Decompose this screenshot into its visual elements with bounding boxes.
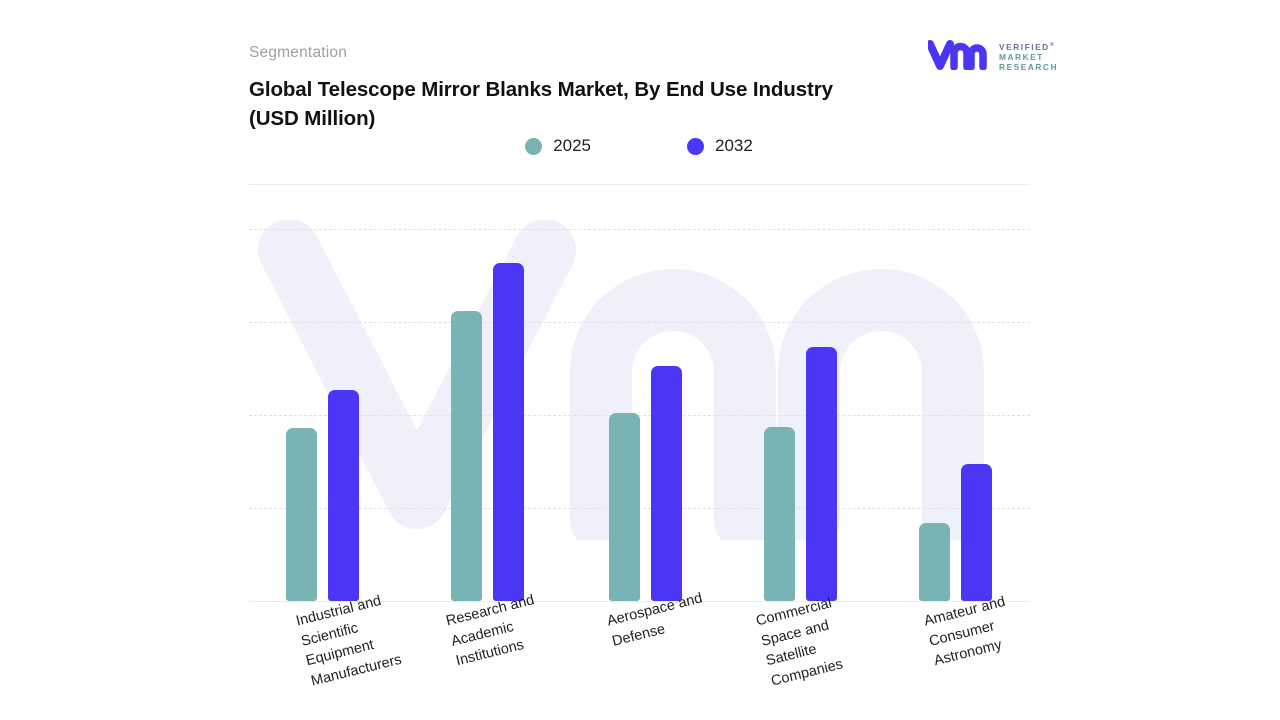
bar-2032-group-0[interactable] xyxy=(327,389,359,601)
header-divider xyxy=(249,184,1030,185)
legend-item-2025[interactable]: 2025 xyxy=(525,136,591,156)
legend-item-2032[interactable]: 2032 xyxy=(687,136,753,156)
bar-2025-group-2[interactable] xyxy=(608,413,640,601)
bar-2025-group-4[interactable] xyxy=(918,522,950,601)
gridline xyxy=(249,415,1030,417)
brand-logo: VERIFIED® MARKET RESEARCH xyxy=(926,40,1058,75)
segmentation-eyebrow: Segmentation xyxy=(249,44,348,61)
chart-header: Segmentation Global Telescope Mirror Bla… xyxy=(249,44,1039,133)
legend-label-2032: 2032 xyxy=(715,136,753,155)
gridline xyxy=(249,508,1030,509)
bar-2032-group-1[interactable] xyxy=(492,262,524,601)
bar-2025-group-1[interactable] xyxy=(450,310,482,601)
legend-swatch-2025 xyxy=(525,137,543,155)
bar-2032-group-3[interactable] xyxy=(805,347,837,601)
x-axis-labels: Industrial and Scientific Equipment Manu… xyxy=(249,590,1030,720)
bar-2025-group-3[interactable] xyxy=(763,427,795,601)
x-axis-line xyxy=(249,601,1030,602)
chart-legend: 2025 2032 xyxy=(249,136,1029,156)
bar-2032-group-4[interactable] xyxy=(960,464,992,601)
legend-swatch-2032 xyxy=(687,137,704,155)
legend-label-2025: 2025 xyxy=(553,136,591,155)
logo-line-research: RESEARCH xyxy=(999,62,1058,73)
logo-line-market: MARKET xyxy=(999,52,1044,63)
bar-group-container xyxy=(249,190,1030,601)
vm-logo-icon xyxy=(926,40,990,75)
brand-logo-text: VERIFIED® MARKET RESEARCH xyxy=(999,41,1058,73)
registered-mark: ® xyxy=(1049,41,1054,48)
gridline xyxy=(249,322,1030,324)
bar-2032-group-2[interactable] xyxy=(650,365,682,601)
plot-area xyxy=(249,190,1030,602)
logo-line-verified: VERIFIED® xyxy=(999,41,1054,52)
page-title: Global Telescope Mirror Blanks Market, B… xyxy=(249,77,833,130)
gridline xyxy=(249,229,1030,231)
bar-2025-group-0[interactable] xyxy=(285,428,317,601)
